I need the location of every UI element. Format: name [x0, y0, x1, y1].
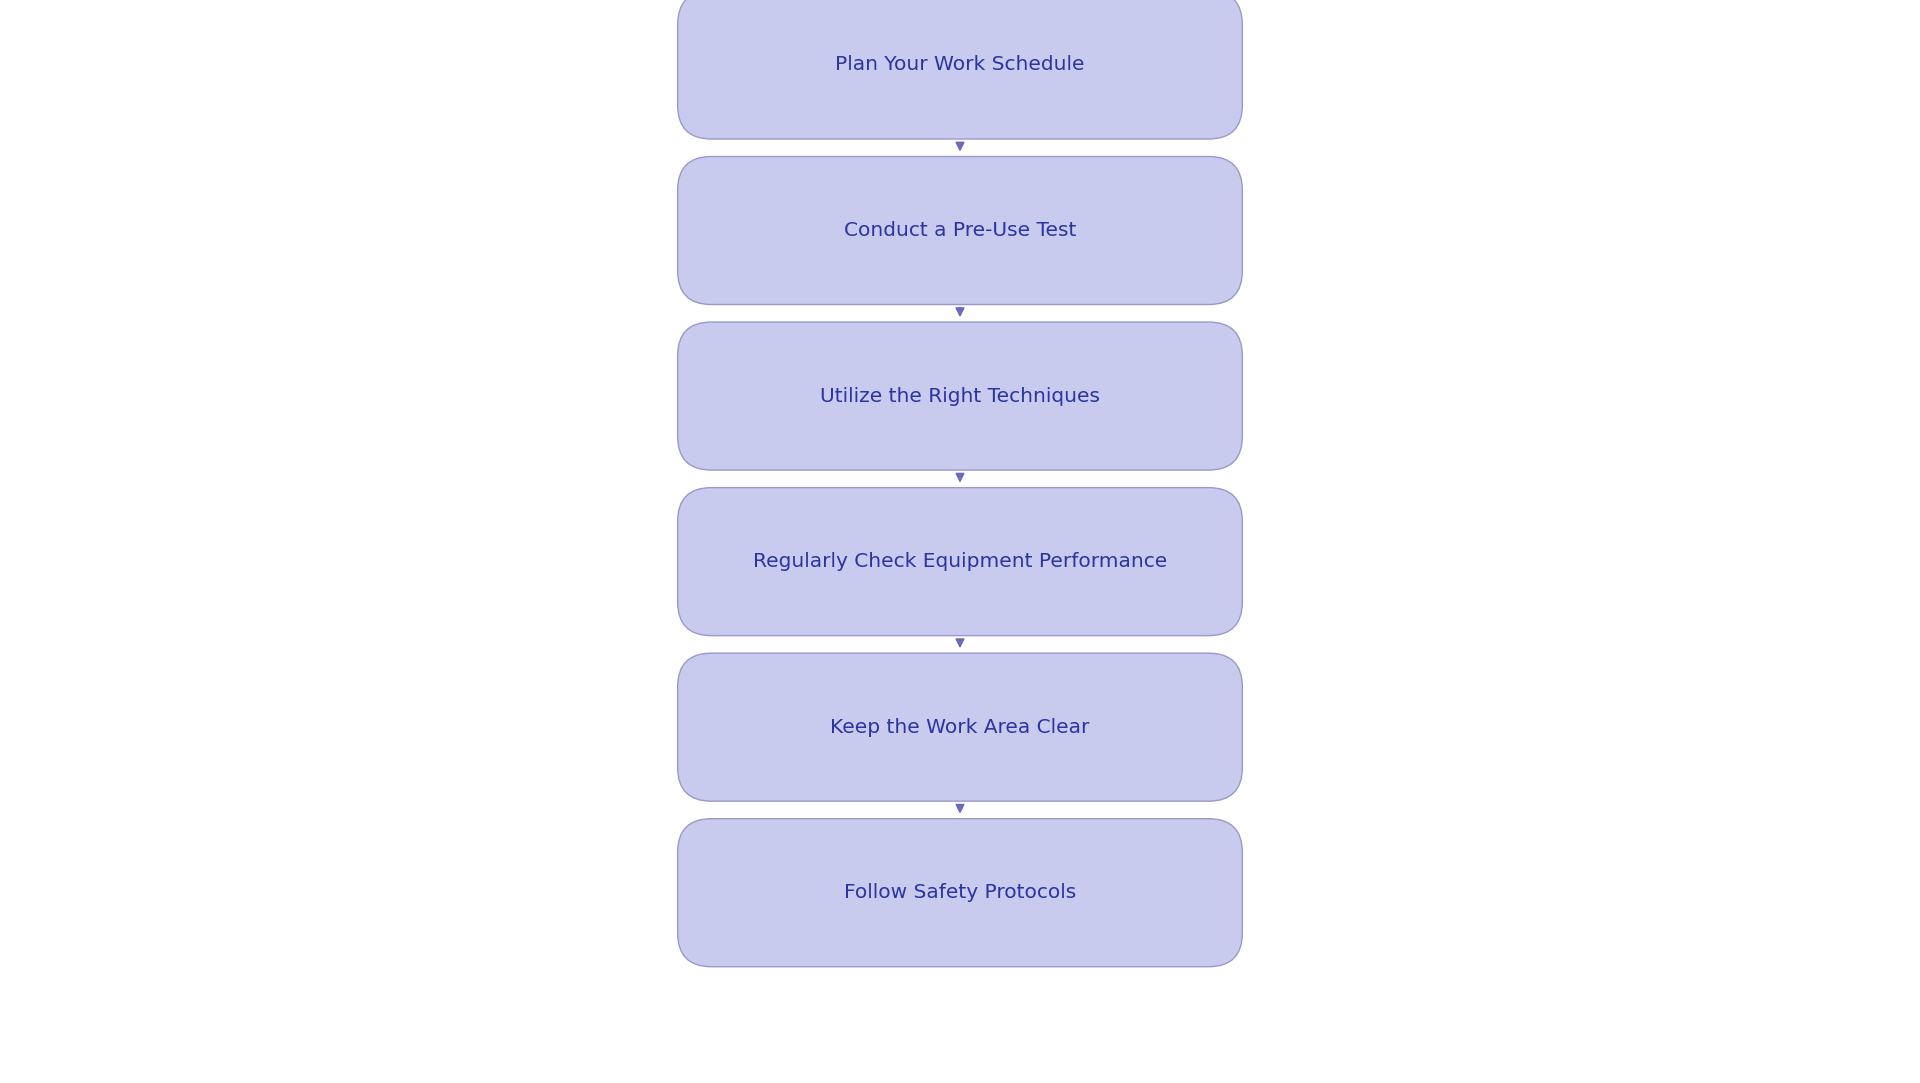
FancyBboxPatch shape: [678, 322, 1242, 470]
Text: Regularly Check Equipment Performance: Regularly Check Equipment Performance: [753, 552, 1167, 571]
FancyBboxPatch shape: [678, 819, 1242, 967]
Text: Conduct a Pre-Use Test: Conduct a Pre-Use Test: [843, 221, 1077, 240]
FancyBboxPatch shape: [678, 0, 1242, 139]
Text: Follow Safety Protocols: Follow Safety Protocols: [845, 884, 1075, 902]
FancyBboxPatch shape: [678, 157, 1242, 304]
FancyBboxPatch shape: [678, 653, 1242, 801]
Text: Utilize the Right Techniques: Utilize the Right Techniques: [820, 387, 1100, 405]
FancyBboxPatch shape: [678, 487, 1242, 636]
Text: Keep the Work Area Clear: Keep the Work Area Clear: [829, 718, 1091, 736]
Text: Plan Your Work Schedule: Plan Your Work Schedule: [835, 55, 1085, 75]
